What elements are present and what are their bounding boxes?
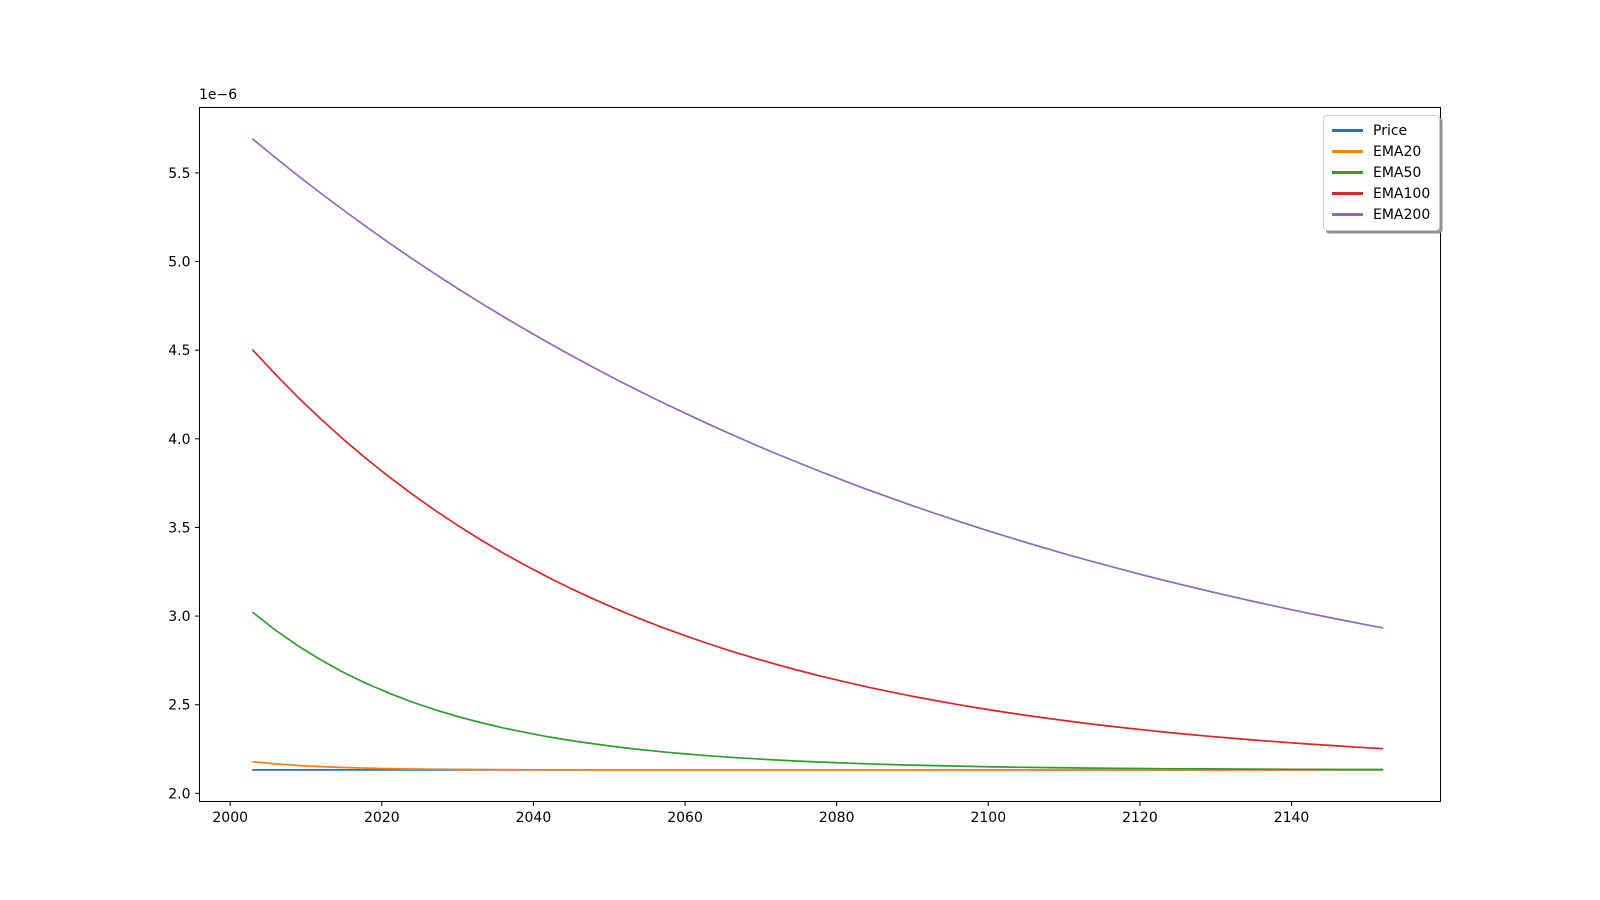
x-tick-label: 2140 bbox=[1274, 810, 1310, 826]
y-tick-label: 4.0 bbox=[168, 432, 190, 448]
legend-line-sample-ema200 bbox=[1332, 213, 1363, 216]
legend-item-ema200: EMA200 bbox=[1332, 204, 1430, 225]
y-tick-label: 3.0 bbox=[168, 609, 190, 625]
x-tick-label: 2100 bbox=[970, 810, 1006, 826]
legend: Price EMA20 EMA50 EMA100 EMA200 bbox=[1323, 115, 1441, 231]
plot-frame bbox=[199, 107, 1441, 802]
y-axis-offset-label: 1e−6 bbox=[199, 87, 238, 103]
series-line-ema200 bbox=[252, 138, 1384, 629]
legend-line-sample-price bbox=[1332, 129, 1363, 132]
x-tick-label: 2080 bbox=[819, 810, 855, 826]
y-tick-label: 5.0 bbox=[168, 255, 190, 271]
y-tick-label: 3.5 bbox=[168, 520, 190, 536]
legend-item-price: Price bbox=[1332, 120, 1430, 141]
x-tick-label: 2060 bbox=[667, 810, 703, 826]
x-tick-label: 2040 bbox=[516, 810, 552, 826]
legend-item-ema50: EMA50 bbox=[1332, 162, 1430, 183]
y-tick-label: 2.5 bbox=[168, 698, 190, 714]
x-tick-label: 2120 bbox=[1122, 810, 1158, 826]
legend-item-ema20: EMA20 bbox=[1332, 141, 1430, 162]
legend-line-sample-ema100 bbox=[1332, 192, 1363, 195]
legend-item-ema100: EMA100 bbox=[1332, 183, 1430, 204]
legend-line-sample-ema50 bbox=[1332, 171, 1363, 174]
legend-label-price: Price bbox=[1373, 122, 1408, 139]
series-line-ema100 bbox=[252, 349, 1384, 750]
legend-label-ema200: EMA200 bbox=[1373, 206, 1431, 223]
legend-line-sample-ema20 bbox=[1332, 150, 1363, 153]
legend-label-ema20: EMA20 bbox=[1373, 143, 1422, 160]
y-tick-label: 5.5 bbox=[168, 166, 190, 182]
x-tick-label: 2020 bbox=[364, 810, 400, 826]
x-tick-label: 2000 bbox=[212, 810, 248, 826]
series-line-ema20 bbox=[252, 760, 1384, 771]
y-tick-label: 2.0 bbox=[168, 786, 190, 802]
legend-label-ema50: EMA50 bbox=[1373, 164, 1422, 181]
y-tick-label: 4.5 bbox=[168, 343, 190, 359]
legend-label-ema100: EMA100 bbox=[1373, 185, 1431, 202]
series-line-ema50 bbox=[252, 611, 1384, 771]
